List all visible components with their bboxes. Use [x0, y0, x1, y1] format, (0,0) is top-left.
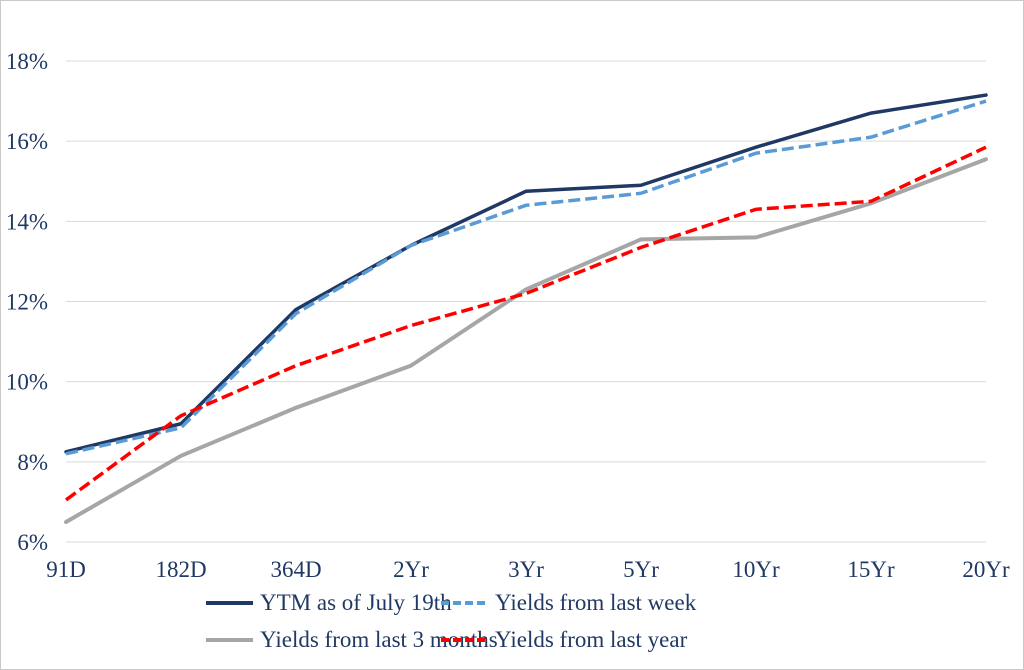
y-tick-label: 6%	[17, 530, 48, 555]
x-tick-label: 3Yr	[508, 557, 544, 582]
x-tick-label: 91D	[46, 557, 86, 582]
x-tick-label: 10Yr	[732, 557, 780, 582]
x-tick-label: 364D	[270, 557, 321, 582]
x-tick-label: 15Yr	[847, 557, 895, 582]
series-line-0	[64, 93, 988, 454]
series-line-1	[65, 99, 987, 456]
y-tick-label: 18%	[6, 49, 48, 74]
x-tick-label: 20Yr	[962, 557, 1010, 582]
y-tick-label: 10%	[6, 370, 48, 395]
y-tick-label: 12%	[6, 290, 48, 315]
x-tick-label: 5Yr	[623, 557, 659, 582]
y-tick-label: 14%	[6, 209, 48, 234]
y-tick-label: 8%	[17, 450, 48, 475]
x-tick-label: 2Yr	[393, 557, 429, 582]
series-line-2	[64, 157, 988, 524]
x-tick-label: 182D	[155, 557, 206, 582]
y-tick-label: 16%	[6, 129, 48, 154]
